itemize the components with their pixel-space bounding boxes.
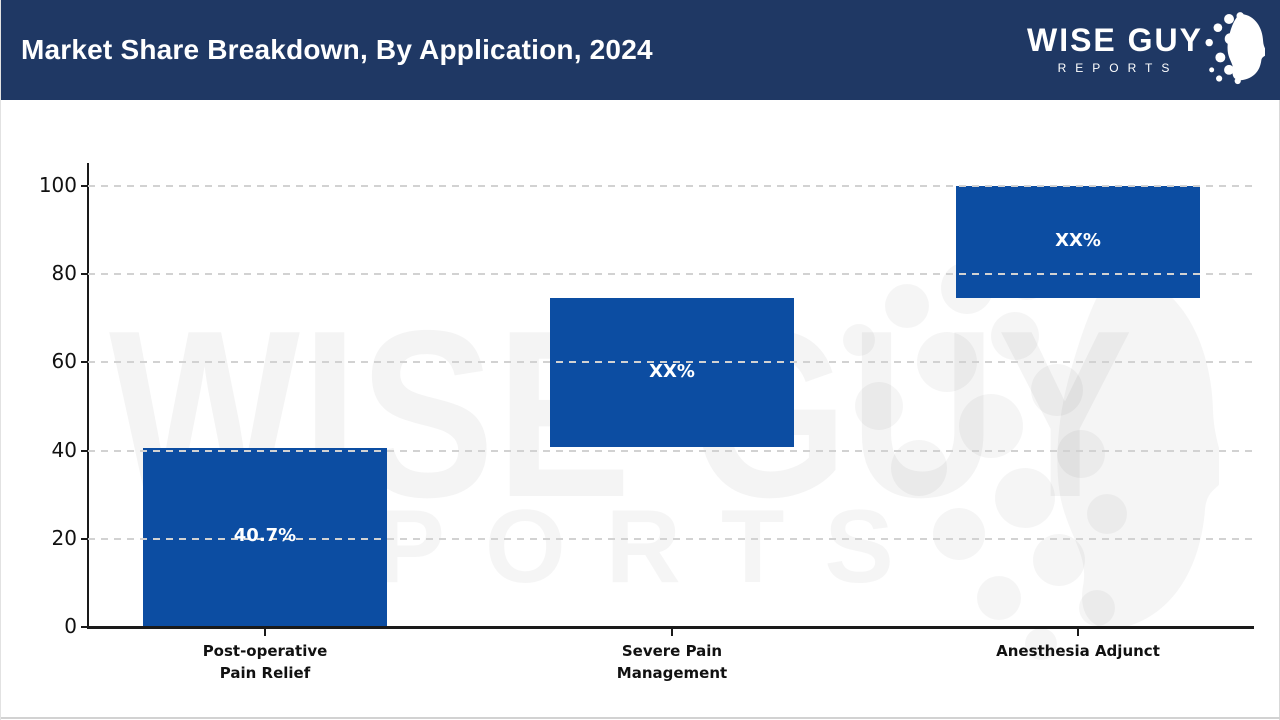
bar-segment [956,186,1200,298]
gridline-y-60 [88,361,1254,364]
y-axis-tick [81,449,88,452]
x-axis-tick [264,628,266,636]
x-axis-category-label: Post-operative Pain Relief [202,642,328,682]
y-axis-tick [81,361,88,364]
y-axis-tick [81,185,88,187]
logo-wordmark-line1: WISE GUY [1026,22,1203,58]
y-axis-tick [81,273,88,276]
bottom-border [1,717,1280,719]
logo-wordmark-line2: REPORTS [1057,61,1179,75]
page-title: Market Share Breakdown, By Application, … [21,34,653,65]
y-axis-line [87,163,89,628]
y-axis-tick-label: 20 [51,525,77,550]
logo-face-icon [1205,12,1265,85]
y-axis-tick-label: 40 [51,437,77,462]
bar-segment [550,298,794,448]
y-axis-tick-label: 100 [38,173,77,197]
bar-value-label: XX% [649,360,695,382]
gridline-y-40 [88,449,1254,452]
gridline-y-100 [88,185,1254,187]
bar-value-label: XX% [1055,230,1101,251]
x-axis-category-label: Anesthesia Adjunct [996,642,1160,660]
bar-segment [143,447,387,627]
y-axis-tick-label: 60 [51,349,77,374]
x-axis-tick [671,628,673,636]
gridline-y-80 [88,273,1254,276]
x-axis-line [87,626,1254,629]
y-axis-tick-label: 80 [51,261,77,286]
gridline-y-20 [88,537,1254,540]
x-axis-tick [1077,628,1079,636]
bar-value-label: 40.7% [233,525,297,547]
x-axis-category-label: Severe Pain Management [616,642,728,682]
wise-guy-reports-logo: WISE GUY REPORTS [1015,6,1265,94]
y-axis-tick-label: 0 [64,614,77,638]
header: Market Share Breakdown, By Application, … [1,0,1280,100]
logo-wordmark: WISE GUY REPORTS [1027,22,1203,75]
y-axis-tick [81,626,88,628]
chart-area: WISE GUY REPORTS 02040608010040.7%Post-o… [1,100,1280,712]
y-axis-tick [81,537,88,540]
